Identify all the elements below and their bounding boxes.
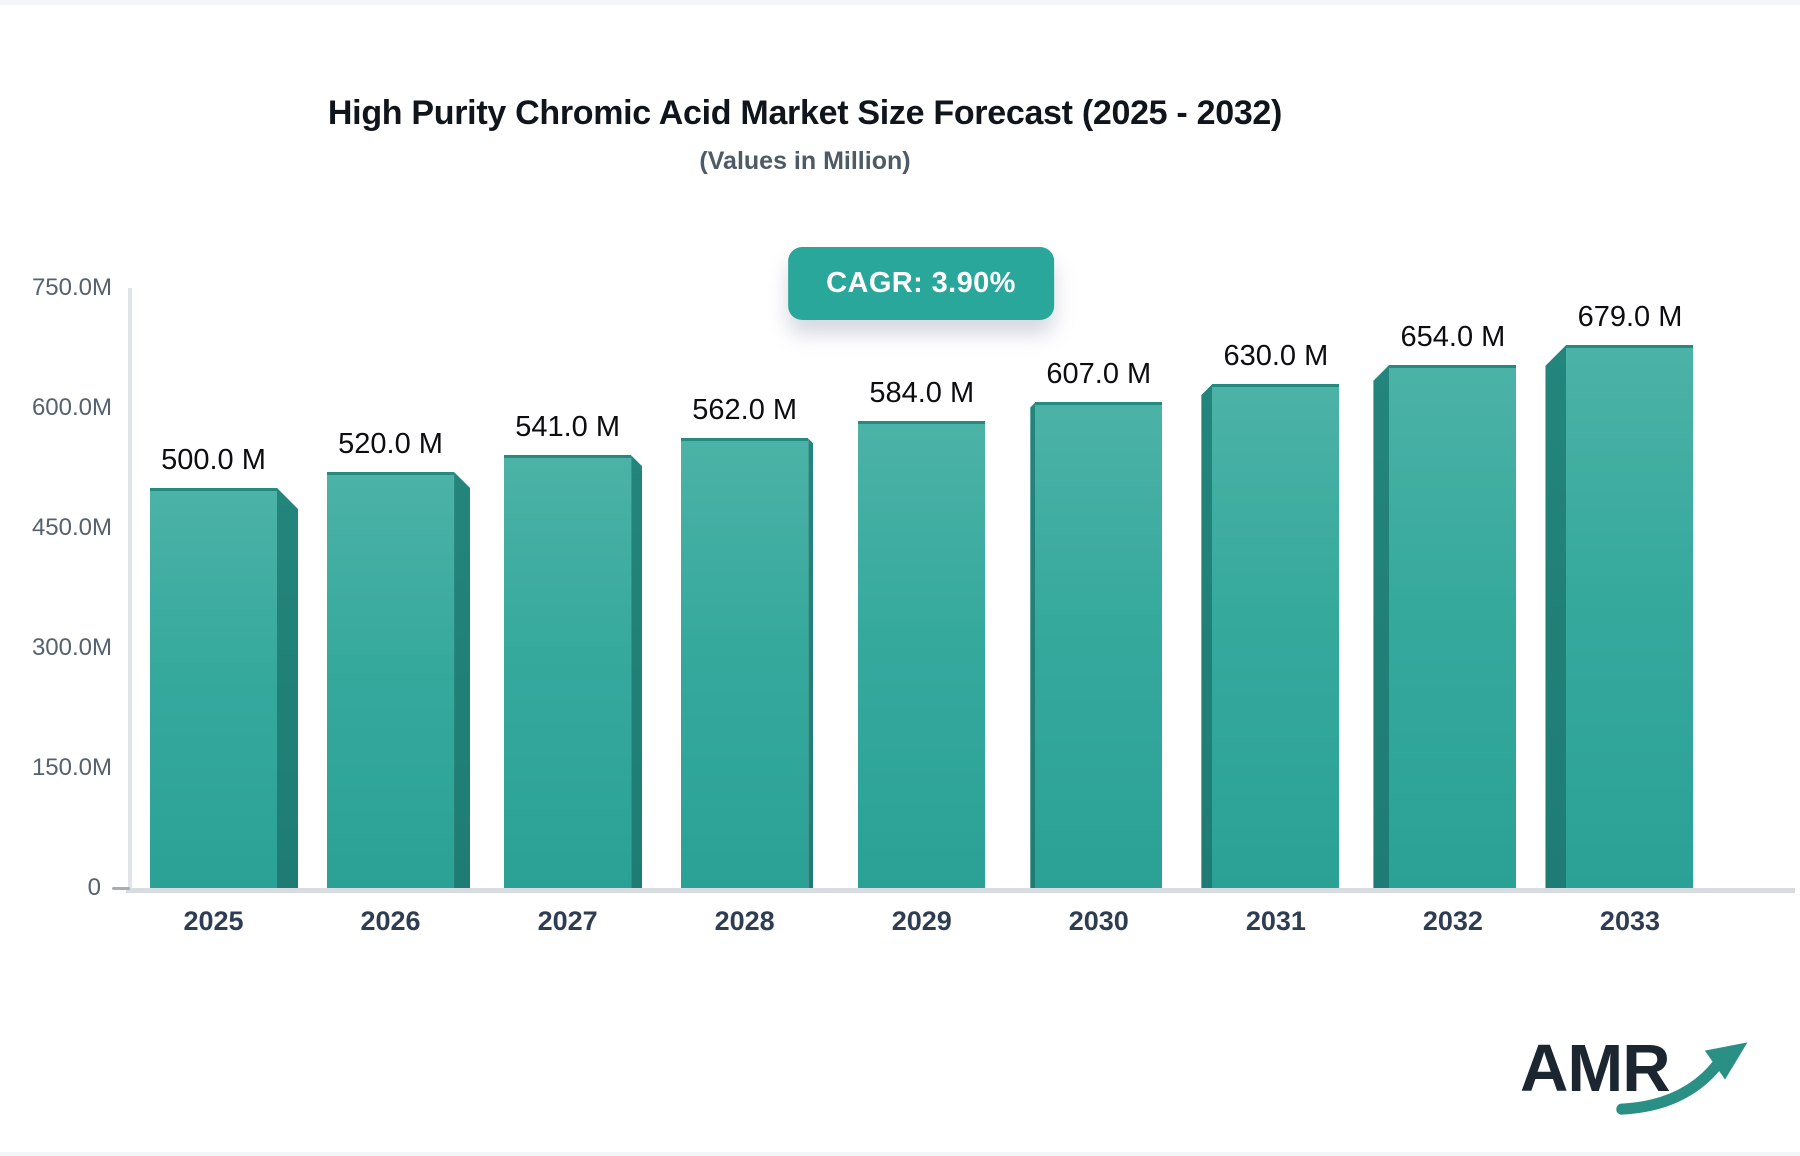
x-axis-label-2032: 2032 [1422, 906, 1483, 936]
top-edge-strip [0, 0, 1800, 5]
bar-value-label: 500.0 M [161, 444, 266, 476]
y-axis-tick-label: 600.0M [0, 393, 112, 423]
y-axis-tick-text: 750.0M [31, 274, 112, 301]
y-axis-tick-text: 0 [87, 874, 101, 901]
bar-side-panel [631, 455, 643, 888]
y-axis-tick-label: 450.0M [0, 513, 112, 543]
x-axis-label-2030: 2030 [1068, 906, 1129, 936]
growth-arrow-icon [1616, 1042, 1748, 1115]
bar-side-panel [454, 472, 471, 888]
x-axis-label-2031: 2031 [1245, 906, 1306, 936]
y-axis-tick-text: 150.0M [31, 754, 112, 781]
bar-value-label: 520.0 M [338, 428, 443, 460]
chart-subtitle: (Values in Million) [699, 147, 911, 175]
amr-logo-text: AMR [1520, 1031, 1671, 1106]
bar-2027 [504, 455, 632, 888]
chart-title: High Purity Chromic Acid Market Size For… [327, 94, 1283, 132]
bar-2029 [858, 420, 986, 888]
amr-logo: AMR [1520, 1030, 1780, 1126]
x-axis-baseline [126, 888, 1795, 893]
x-axis-label-2029: 2029 [891, 906, 952, 936]
bar-value-label: 679.0 M [1577, 300, 1683, 333]
y-axis-tick-text: 450.0M [31, 514, 112, 541]
bar-2025 [150, 488, 277, 888]
zero-tick-mark [112, 886, 130, 890]
bar-value-label: 541.0 M [515, 411, 620, 444]
bar-value-label: 584.0 M [869, 376, 975, 409]
bar-side-panel [1201, 384, 1213, 888]
bar-2026 [327, 472, 455, 888]
bar-2033 [1566, 344, 1694, 888]
bottom-edge-strip [0, 1152, 1800, 1156]
y-axis-tick-label: 150.0M [0, 753, 112, 783]
x-axis-label-2033: 2033 [1599, 906, 1660, 936]
bar-2028 [681, 438, 809, 888]
bar-value-label: 654.0 M [1400, 320, 1506, 353]
bar-side-panel [1030, 402, 1036, 888]
bar-2030 [1035, 402, 1163, 888]
y-axis-tick-text: 600.0M [31, 394, 112, 421]
y-axis-line [128, 288, 132, 888]
y-axis-tick-text: 300.0M [31, 634, 112, 661]
bar-value-label: 562.0 M [692, 394, 798, 427]
bar-side-panel [808, 438, 814, 888]
x-axis-label-2027: 2027 [537, 906, 598, 936]
y-axis-tick-label: 750.0M [0, 273, 112, 303]
x-axis-label-2028: 2028 [714, 906, 775, 936]
cagr-badge: CAGR: 3.90% [788, 247, 1054, 320]
x-axis-label-2026: 2026 [360, 906, 421, 936]
y-axis-tick-label: 0 [0, 873, 130, 903]
y-axis-tick-label: 300.0M [0, 633, 112, 663]
bar-value-label: 607.0 M [1046, 358, 1152, 391]
bar-side-panel [1373, 364, 1390, 888]
bar-side-panel [277, 488, 298, 888]
bar-2031 [1212, 384, 1340, 888]
bar-2032 [1389, 364, 1517, 888]
bar-value-label: 630.0 M [1223, 340, 1329, 372]
bar-side-panel [1545, 344, 1567, 888]
x-axis-label-2025: 2025 [183, 906, 244, 936]
